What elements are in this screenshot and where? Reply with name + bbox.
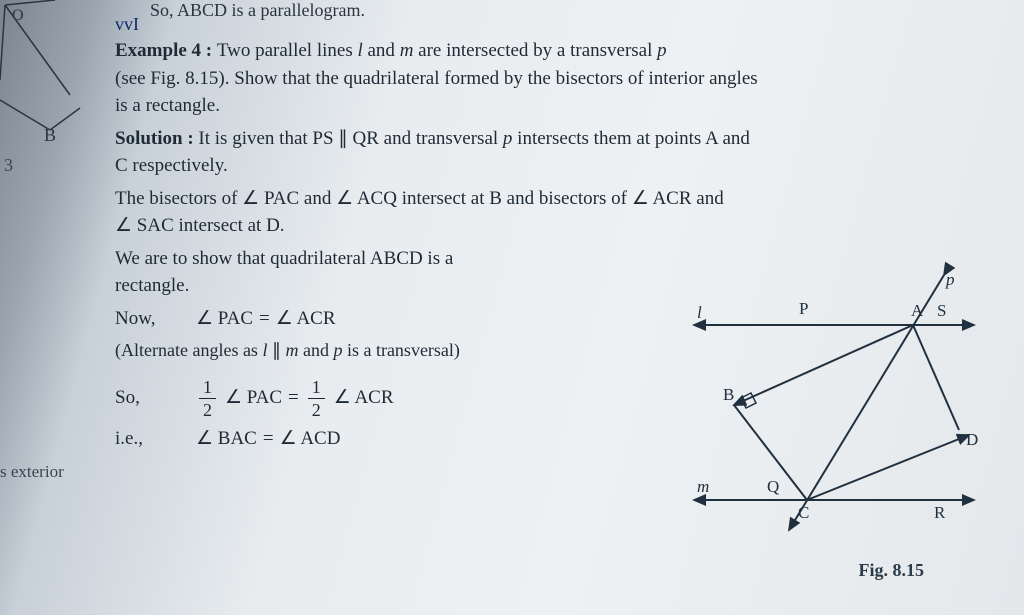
alt-close: is a transversal) xyxy=(347,340,460,360)
ie-rhs: ∠ ACD xyxy=(280,425,341,453)
margin-exterior-text: s exterior xyxy=(0,462,64,482)
alt-mid: ∥ xyxy=(272,340,286,360)
bisectors-line1: The bisectors of ∠ PAC and ∠ ACQ interse… xyxy=(115,185,994,213)
fig-label-l: l xyxy=(697,303,702,322)
margin-label-B: B xyxy=(44,125,56,146)
bisectors-text: The bisectors of ∠ PAC and ∠ ACQ interse… xyxy=(115,188,724,209)
show-line1: We are to show that quadrilateral ABCD i… xyxy=(115,245,655,273)
example-line2: (see Fig. 8.15). Show that the quadrilat… xyxy=(115,65,994,93)
so-frac2: 1 2 xyxy=(308,378,325,419)
so-rhs: ∠ ACR xyxy=(334,384,394,412)
margin-number: 3 xyxy=(4,155,13,176)
bisectors-line2: ∠ SAC intersect at D. xyxy=(115,212,994,240)
example-l: l xyxy=(357,40,362,61)
fig-label-D: D xyxy=(966,430,978,449)
solution-text-2: intersects them at points A and xyxy=(517,128,750,149)
fig-label-S: S xyxy=(937,301,946,320)
example-text-3: (see Fig. 8.15). Show that the quadrilat… xyxy=(115,68,758,89)
example-and: and xyxy=(368,40,400,61)
solution-label: Solution : xyxy=(115,128,198,149)
so-label: So, xyxy=(115,384,170,412)
example-text-2: are intersected by a transversal xyxy=(418,40,657,61)
figure-8-15: P S A l m p B D Q C R xyxy=(679,260,989,560)
ie-label: i.e., xyxy=(115,425,170,453)
example-line3: is a rectangle. xyxy=(115,92,994,120)
solution-line2: C respectively. xyxy=(115,152,994,180)
fig-label-B: B xyxy=(723,385,734,404)
figure-caption: Fig. 8.15 xyxy=(859,560,925,581)
left-margin: B 3 s exterior xyxy=(0,0,110,615)
example-title-line: Example 4 : Two parallel lines l and m a… xyxy=(115,37,994,65)
alt-and: and xyxy=(303,340,334,360)
so-frac1: 1 2 xyxy=(199,378,216,419)
example-p: p xyxy=(657,40,667,61)
now-label: Now, xyxy=(115,305,170,333)
alt-p: p xyxy=(333,340,342,360)
solution-p: p xyxy=(503,128,513,149)
alt-open: (Alternate angles as xyxy=(115,340,262,360)
ie-lhs: ∠ BAC xyxy=(196,425,257,453)
fig-label-A: A xyxy=(911,301,924,320)
so-eq: 1 2 ∠ PAC = 1 2 ∠ ACR xyxy=(196,378,394,419)
fig-label-p: p xyxy=(945,270,955,289)
page: O B 3 s exterior So, ABCD is a parallelo… xyxy=(0,0,1024,615)
now-rhs: ∠ ACR xyxy=(276,305,336,333)
fig-label-m: m xyxy=(697,477,709,496)
fig-label-Q: Q xyxy=(767,477,779,496)
example-m: m xyxy=(400,40,414,61)
so-lhs: ∠ PAC xyxy=(225,384,282,412)
ie-eq: ∠ BAC = ∠ ACD xyxy=(196,425,340,453)
example-text-1: Two parallel lines xyxy=(217,40,358,61)
solution-line1: Solution : It is given that PS ∥ QR and … xyxy=(115,125,994,153)
now-lhs: ∠ PAC xyxy=(196,305,253,333)
example-label: Example 4 : xyxy=(115,40,217,61)
fig-label-P: P xyxy=(799,299,808,318)
now-eq: ∠ PAC = ∠ ACR xyxy=(196,305,336,333)
fig-label-C: C xyxy=(798,503,809,522)
fig-label-R: R xyxy=(934,503,946,522)
alt-l: l xyxy=(262,340,267,360)
alt-m: m xyxy=(285,340,298,360)
solution-text-1: It is given that PS ∥ QR and transversal xyxy=(198,128,503,149)
